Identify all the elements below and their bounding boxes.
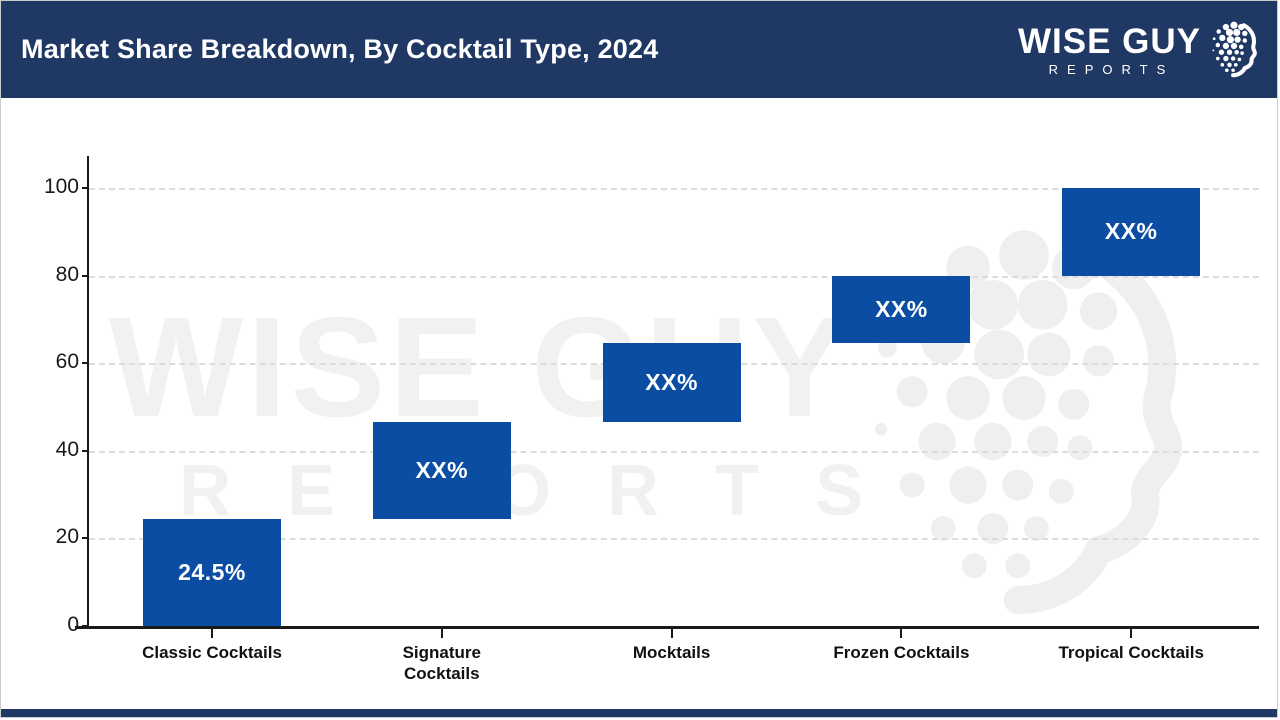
chart-title: Market Share Breakdown, By Cocktail Type… xyxy=(21,34,659,64)
bar-frozen-cocktails: XX% xyxy=(832,275,971,344)
plot: 0 20 40 60 80 100 24.5% Classic Cocktails XX% Sig… xyxy=(1,98,1277,711)
x-axis-category-label: Mocktails xyxy=(632,643,711,662)
x-axis-tick-mark xyxy=(440,629,443,638)
y-axis-tick-label: 40 xyxy=(55,437,79,461)
gridline xyxy=(89,450,1259,453)
x-axis-category-label: Signature Cocktails xyxy=(402,643,481,684)
x-axis-tick-mark xyxy=(1130,629,1133,638)
footer-bar xyxy=(1,709,1277,717)
bar-value-label: 24.5% xyxy=(178,558,246,585)
x-axis xyxy=(75,626,1259,629)
brand-logo: WISE GUY REPORTS xyxy=(1018,13,1261,87)
gridline xyxy=(89,188,1259,190)
y-axis xyxy=(87,156,89,629)
x-axis-category-label: Classic Cocktails xyxy=(142,643,282,662)
x-axis-tick-mark xyxy=(211,629,213,638)
bar-value-label: XX% xyxy=(645,369,698,396)
bar-tropical-cocktails: XX% xyxy=(1062,188,1201,276)
y-axis-tick-mark xyxy=(82,449,89,452)
bar-value-label: XX% xyxy=(1104,218,1158,245)
y-axis-tick-label: 0 xyxy=(67,613,79,636)
bar-signature-cocktails: XX% xyxy=(372,422,511,519)
y-axis-tick-label: 60 xyxy=(55,350,79,374)
header: Market Share Breakdown, By Cocktail Type… xyxy=(1,1,1277,98)
x-axis-category-label: Frozen Cocktails xyxy=(833,643,970,662)
bar-value-label: XX% xyxy=(415,457,469,483)
y-axis-tick-label: 100 xyxy=(43,175,79,198)
x-axis-category-label: Tropical Cocktails xyxy=(1058,643,1204,662)
logo-head-icon xyxy=(1207,13,1261,87)
logo-wordmark: WISE GUY REPORTS xyxy=(1018,24,1201,76)
bar-mocktails: XX% xyxy=(602,343,741,423)
logo-text-line2: REPORTS xyxy=(1048,61,1175,77)
y-axis-tick-mark xyxy=(82,537,89,540)
y-axis-tick-label: 20 xyxy=(55,525,79,549)
chart-area: WISE GUY REPORTS 0 20 40 60 80 100 24.5% Classi… xyxy=(1,98,1277,711)
y-axis-tick-mark xyxy=(82,362,89,365)
bar-value-label: XX% xyxy=(875,296,928,323)
gridline xyxy=(89,538,1259,541)
logo-text-line1: WISE GUY xyxy=(1017,21,1201,61)
gridline xyxy=(89,275,1259,278)
y-axis-tick-mark xyxy=(82,274,89,277)
x-axis-tick-mark xyxy=(670,629,673,638)
y-axis-tick-mark xyxy=(82,187,89,189)
y-axis-tick-label: 80 xyxy=(55,262,79,286)
bar-classic-cocktails: 24.5% xyxy=(143,518,281,626)
x-axis-tick-mark xyxy=(900,629,903,638)
